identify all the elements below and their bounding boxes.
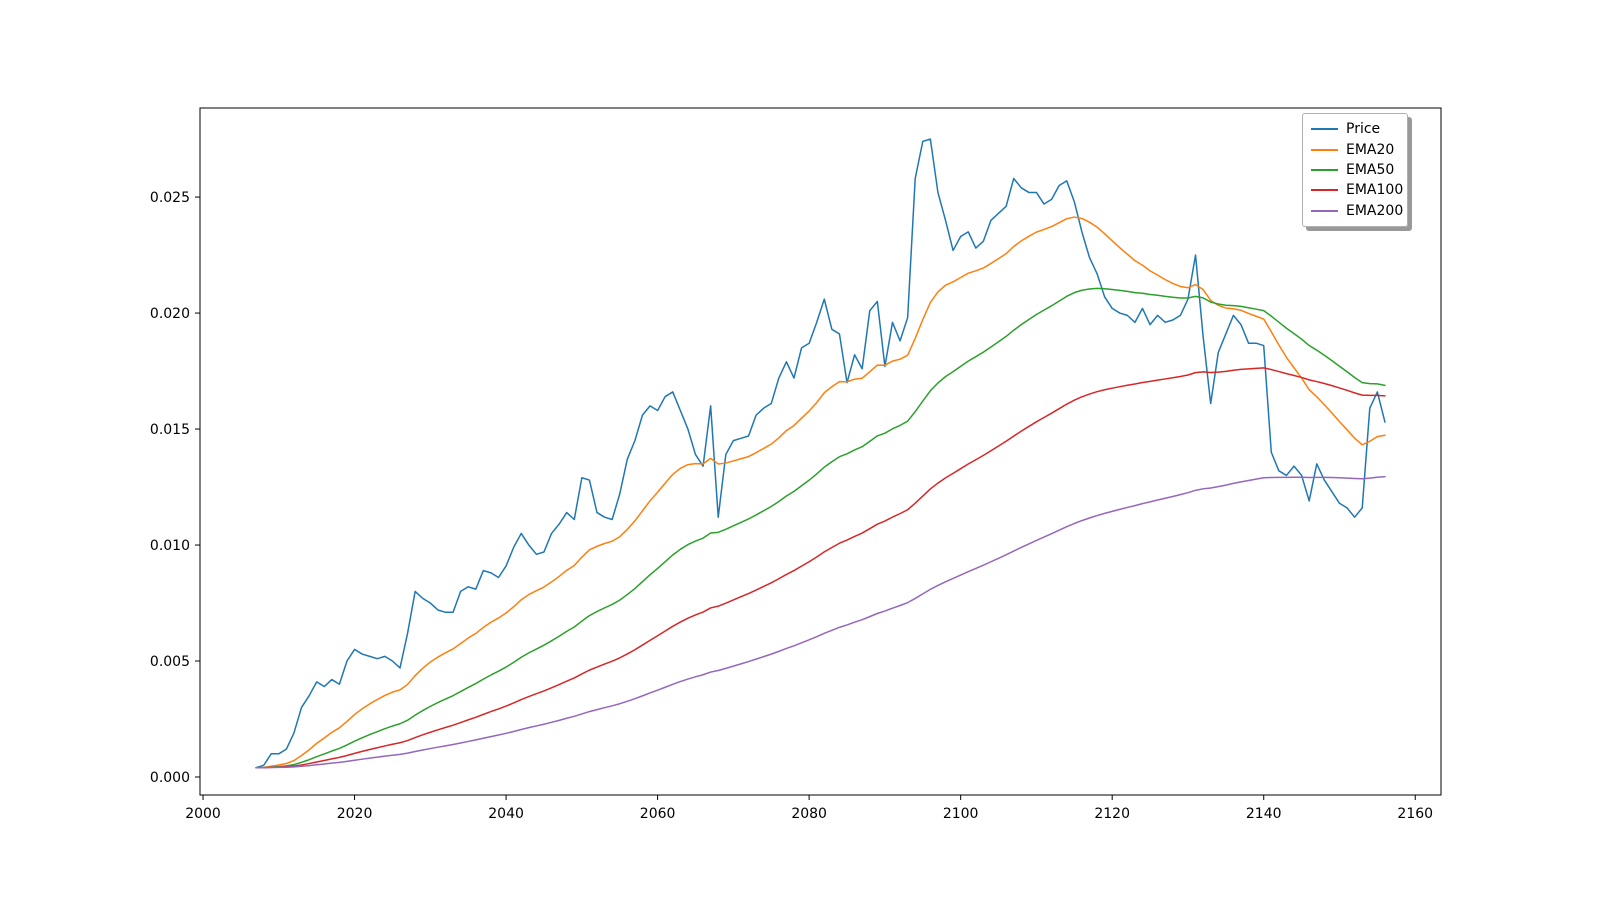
- y-tick-label: 0.000: [150, 770, 190, 786]
- series-line-EMA50: [255, 287, 1386, 769]
- x-tick-label: 2160: [1397, 806, 1433, 822]
- legend-item-label: EMA100: [1346, 182, 1404, 199]
- x-tick-label: 2040: [488, 806, 524, 822]
- legend-item-label: EMA20: [1346, 141, 1395, 158]
- legend-item-label: Price: [1346, 121, 1381, 138]
- x-tick-label: 2060: [640, 806, 676, 822]
- y-tick-label: 0.025: [150, 190, 190, 206]
- legend-item-label: EMA200: [1346, 202, 1404, 219]
- legend-item-label: EMA50: [1346, 161, 1395, 178]
- y-tick-label: 0.015: [150, 422, 190, 438]
- legend: Price EMA20 EMA50 EMA100 EMA200: [1302, 113, 1408, 227]
- x-tick-label: 2120: [1094, 806, 1130, 822]
- series-line-EMA100: [255, 367, 1386, 769]
- x-tick-label: 2000: [185, 806, 221, 822]
- x-tick-label: 2140: [1246, 806, 1282, 822]
- series-line-EMA20: [255, 216, 1386, 769]
- legend-line-swatch: [1311, 209, 1338, 212]
- plot-border: [199, 107, 1442, 796]
- legend-item-Price: Price: [1311, 119, 1400, 139]
- legend-line-swatch: [1311, 148, 1338, 151]
- legend-item-EMA50: EMA50: [1311, 160, 1400, 180]
- x-tick-label: 2080: [791, 806, 827, 822]
- y-tick-label: 0.005: [150, 654, 190, 670]
- y-tick-label: 0.020: [150, 306, 190, 322]
- x-tick-label: 2100: [943, 806, 979, 822]
- legend-item-EMA200: EMA200: [1311, 201, 1404, 221]
- legend-line-swatch: [1311, 189, 1338, 192]
- legend-item-EMA100: EMA100: [1311, 180, 1404, 200]
- legend-line-swatch: [1311, 168, 1338, 171]
- series-line-EMA200: [255, 475, 1386, 769]
- x-tick-label: 2020: [337, 806, 373, 822]
- series-line-Price: [255, 138, 1386, 769]
- legend-item-EMA20: EMA20: [1311, 139, 1400, 159]
- y-tick-label: 0.010: [150, 538, 190, 554]
- legend-line-swatch: [1311, 128, 1338, 131]
